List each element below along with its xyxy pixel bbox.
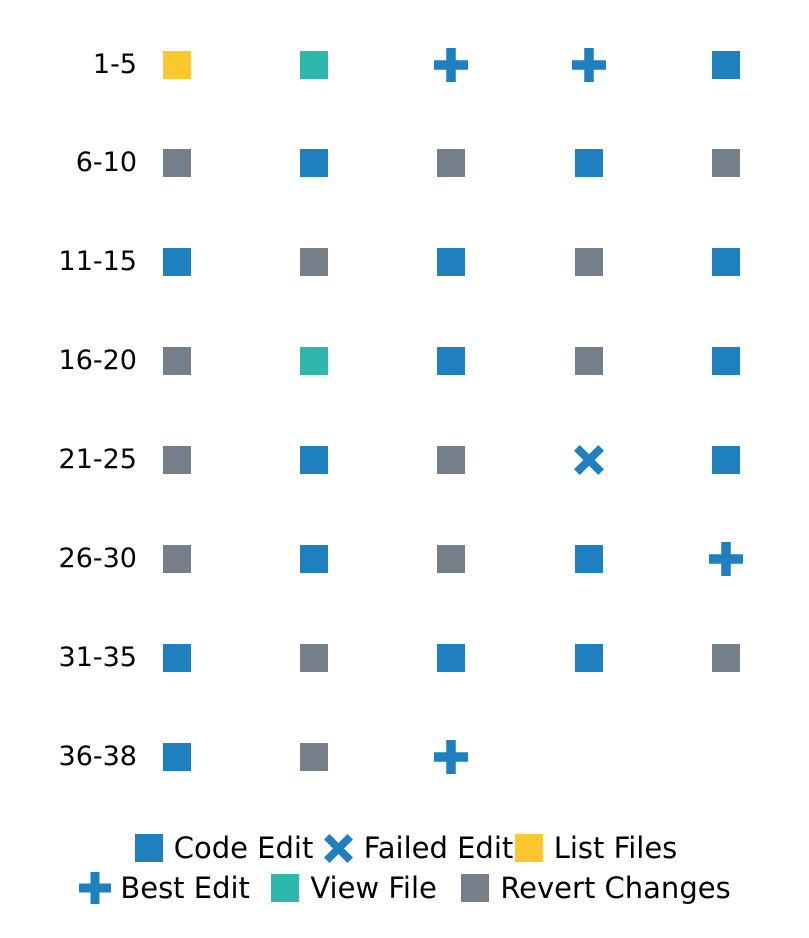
legend-item-failed-edit[interactable]: Failed Edit [322,828,514,868]
grid-cell-revert-changes[interactable] [147,331,207,391]
legend-swatch-plus-icon [78,871,112,905]
grid-cell-code-edit[interactable] [284,133,344,193]
grid-cell-revert-changes[interactable] [559,232,619,292]
legend-label: Revert Changes [500,870,731,905]
grid-row: 36-38 [0,727,809,787]
grid-cell-code-edit[interactable] [147,727,207,787]
legend-item-code-edit[interactable]: Code Edit [132,828,322,868]
grid-cell-code-edit[interactable] [284,529,344,589]
legend-item-list-files[interactable]: List Files [512,828,678,868]
legend-label: View File [310,870,437,905]
grid-cell-code-edit[interactable] [696,331,756,391]
grid-cell-code-edit[interactable] [559,133,619,193]
grid-row: 26-30 [0,529,809,589]
grid-cell-best-edit[interactable] [421,35,481,95]
grid-cell-list-files[interactable] [147,35,207,95]
grid-cell-best-edit[interactable] [421,727,481,787]
grid-row: 31-35 [0,628,809,688]
grid-cell-revert-changes[interactable] [696,133,756,193]
grid-cell-revert-changes[interactable] [559,331,619,391]
grid-cell-code-edit[interactable] [421,232,481,292]
grid-cell-code-edit[interactable] [696,35,756,95]
chart-legend: Code Edit Failed Edit List Files Best Edit… [0,828,809,928]
legend-item-best-edit[interactable]: Best Edit [78,868,268,908]
grid-cell-code-edit[interactable] [421,331,481,391]
grid-row: 1-5 [0,35,809,95]
grid-cell-code-edit[interactable] [559,529,619,589]
grid-cell-revert-changes[interactable] [421,133,481,193]
legend-row-top: Code Edit Failed Edit List Files [132,828,678,868]
grid-cell-best-edit[interactable] [559,35,619,95]
grid-cell-revert-changes[interactable] [421,430,481,490]
grid-cell-failed-edit[interactable] [559,430,619,490]
row-label: 11-15 [58,246,137,277]
row-label: 16-20 [58,345,137,376]
grid-cell-code-edit[interactable] [696,430,756,490]
grid-cell-revert-changes[interactable] [284,727,344,787]
grid-cell-code-edit[interactable] [284,430,344,490]
grid-row: 16-20 [0,331,809,391]
grid-cell-revert-changes[interactable] [284,628,344,688]
legend-swatch-square-icon [132,831,166,865]
grid-cell-revert-changes[interactable] [147,430,207,490]
grid-row: 6-10 [0,133,809,193]
row-label: 36-38 [58,741,137,772]
grid-row: 11-15 [0,232,809,292]
grid-cell-code-edit[interactable] [559,628,619,688]
grid-cell-code-edit[interactable] [421,628,481,688]
legend-row-bottom: Best Edit View File Revert Changes [78,868,731,908]
grid-cell-code-edit[interactable] [147,628,207,688]
legend-swatch-square-icon [458,871,492,905]
grid-cell-code-edit[interactable] [147,232,207,292]
row-label: 1-5 [92,49,137,80]
legend-label: Failed Edit [363,830,514,865]
grid-cell-revert-changes[interactable] [284,232,344,292]
grid-cell-revert-changes[interactable] [147,133,207,193]
grid-cell-code-edit[interactable] [696,232,756,292]
row-label: 26-30 [58,543,137,574]
legend-swatch-cross-icon [322,831,356,865]
row-label: 21-25 [58,444,137,475]
grid-cell-best-edit[interactable] [696,529,756,589]
grid-cell-view-file[interactable] [284,331,344,391]
row-label: 6-10 [75,147,137,178]
row-label: 31-35 [58,642,137,673]
grid-cell-revert-changes[interactable] [147,529,207,589]
legend-swatch-square-icon [268,871,302,905]
legend-swatch-square-icon [512,831,546,865]
action-grid: 1-5 6-10 11-15 16-20 21-25 26-30 31-35 36-38 [0,35,809,787]
legend-label: Code Edit [173,830,314,865]
grid-cell-revert-changes[interactable] [696,628,756,688]
legend-label: List Files [553,830,678,865]
legend-item-view-file[interactable]: View File [268,868,458,908]
legend-label: Best Edit [120,870,250,905]
grid-cell-revert-changes[interactable] [421,529,481,589]
grid-row: 21-25 [0,430,809,490]
grid-cell-view-file[interactable] [284,35,344,95]
legend-item-revert-changes[interactable]: Revert Changes [458,868,731,908]
